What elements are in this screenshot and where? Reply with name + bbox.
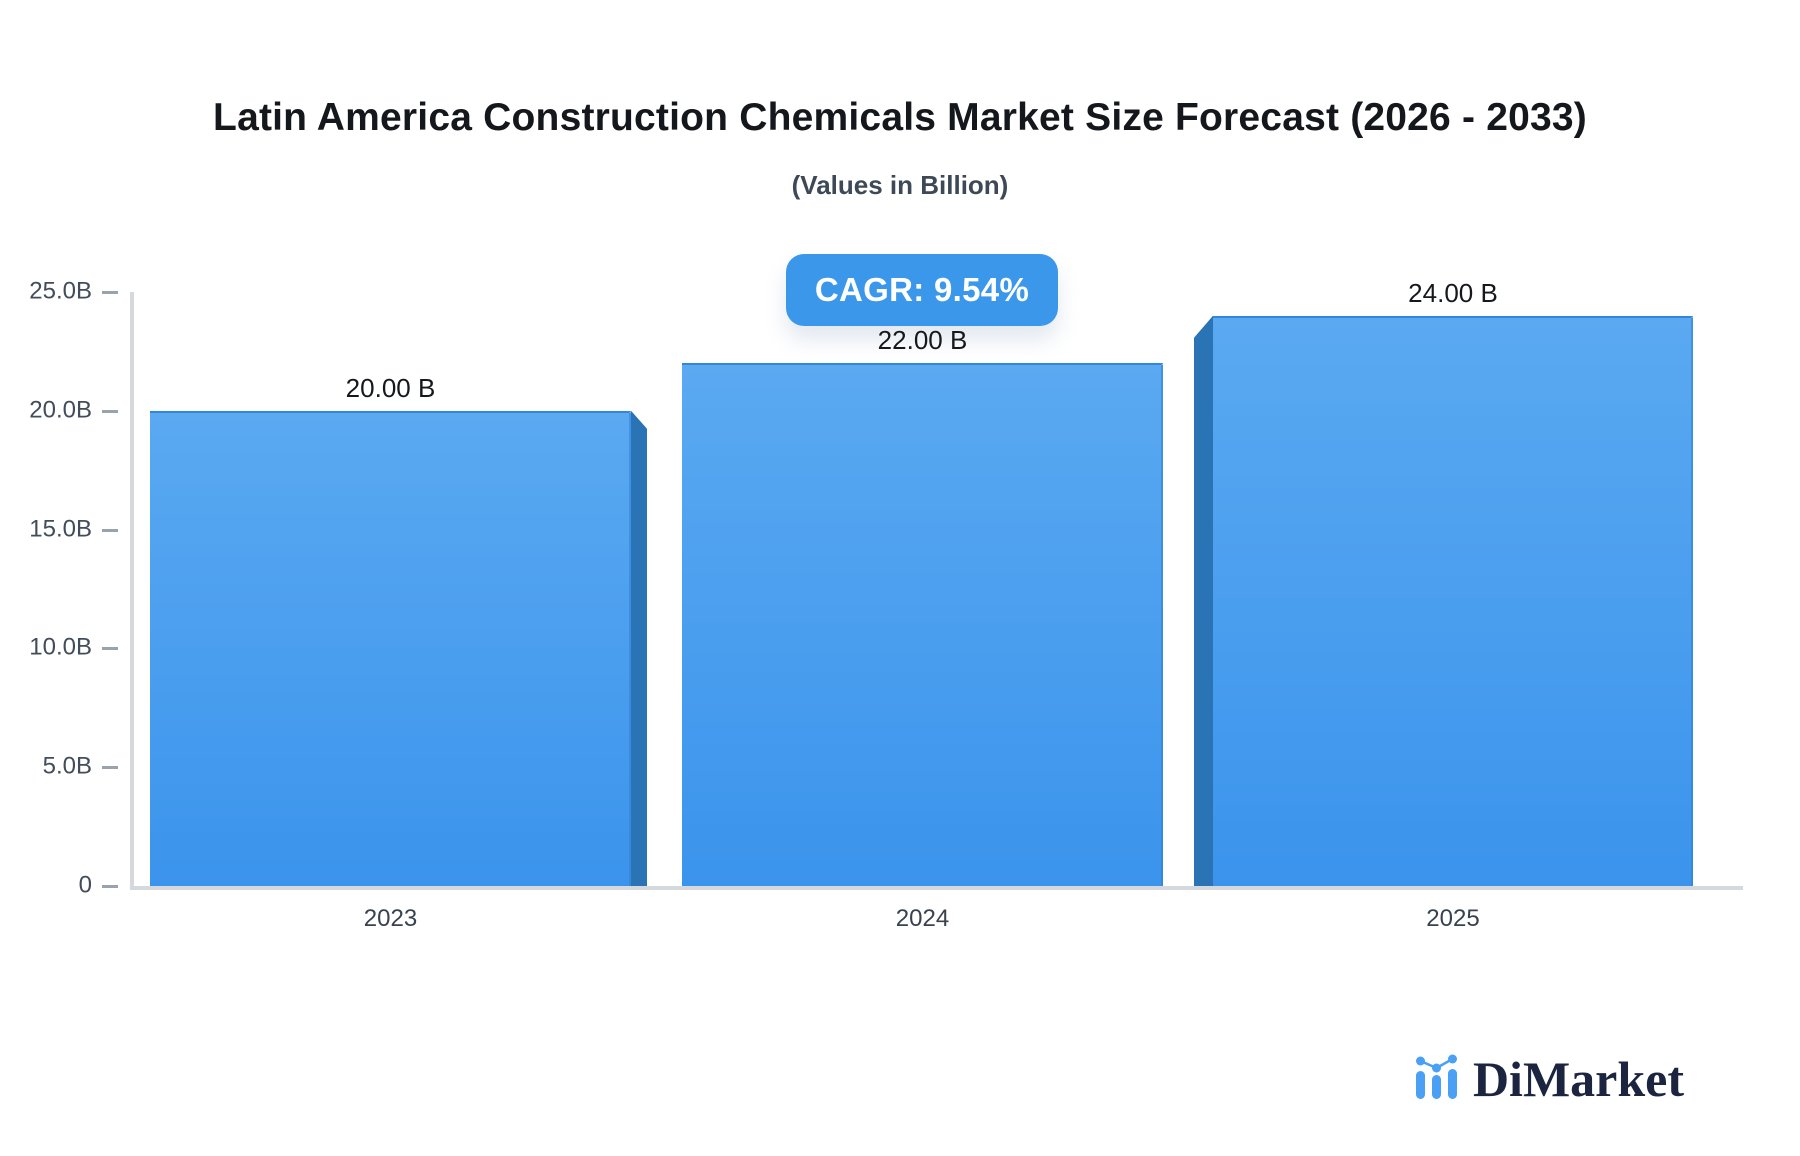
dimarket-logo: DiMarket	[1415, 1053, 1684, 1104]
y-tick-mark	[102, 885, 118, 888]
y-tick-mark	[102, 291, 118, 294]
x-axis-label-2023: 2023	[363, 905, 418, 932]
chart-subtitle: (Values in Billion)	[791, 170, 1009, 200]
y-tick-label: 20.0B	[29, 396, 92, 424]
bar-value-label: 24.00 B	[1408, 277, 1498, 308]
x-axis-label-2025: 2025	[1426, 905, 1480, 932]
bar-value-label: 20.00 B	[345, 372, 436, 403]
bar-2025[interactable]	[1213, 315, 1693, 886]
bar-2023[interactable]	[150, 410, 631, 886]
bar-3d-side-face	[1194, 315, 1213, 886]
bar-2024[interactable]	[682, 363, 1163, 886]
x-axis-line	[130, 886, 1743, 890]
y-tick-mark	[102, 409, 118, 413]
y-tick-mark	[102, 766, 118, 770]
y-tick-label: 15.0B	[29, 515, 92, 543]
y-axis-line	[130, 292, 134, 890]
y-tick-label: 25.0B	[29, 277, 92, 305]
bar-chart-logo-icon	[1415, 1053, 1459, 1104]
y-tick-label: 10.0B	[29, 633, 92, 661]
y-tick-label: 0	[78, 871, 92, 899]
y-tick-label: 5.0B	[42, 752, 92, 780]
dimarket-logo-text: DiMarket	[1472, 1050, 1684, 1107]
y-tick-mark	[102, 528, 118, 532]
chart-title: Latin America Construction Chemicals Mar…	[213, 96, 1587, 139]
cagr-badge-label: CAGR: 9.54%	[814, 271, 1030, 308]
bar-3d-side-face	[631, 410, 647, 886]
bar-value-label: 22.00 B	[877, 325, 968, 356]
y-tick-mark	[102, 647, 118, 651]
cagr-badge: CAGR: 9.54%	[786, 254, 1058, 326]
x-axis-label-2024: 2024	[895, 905, 950, 932]
